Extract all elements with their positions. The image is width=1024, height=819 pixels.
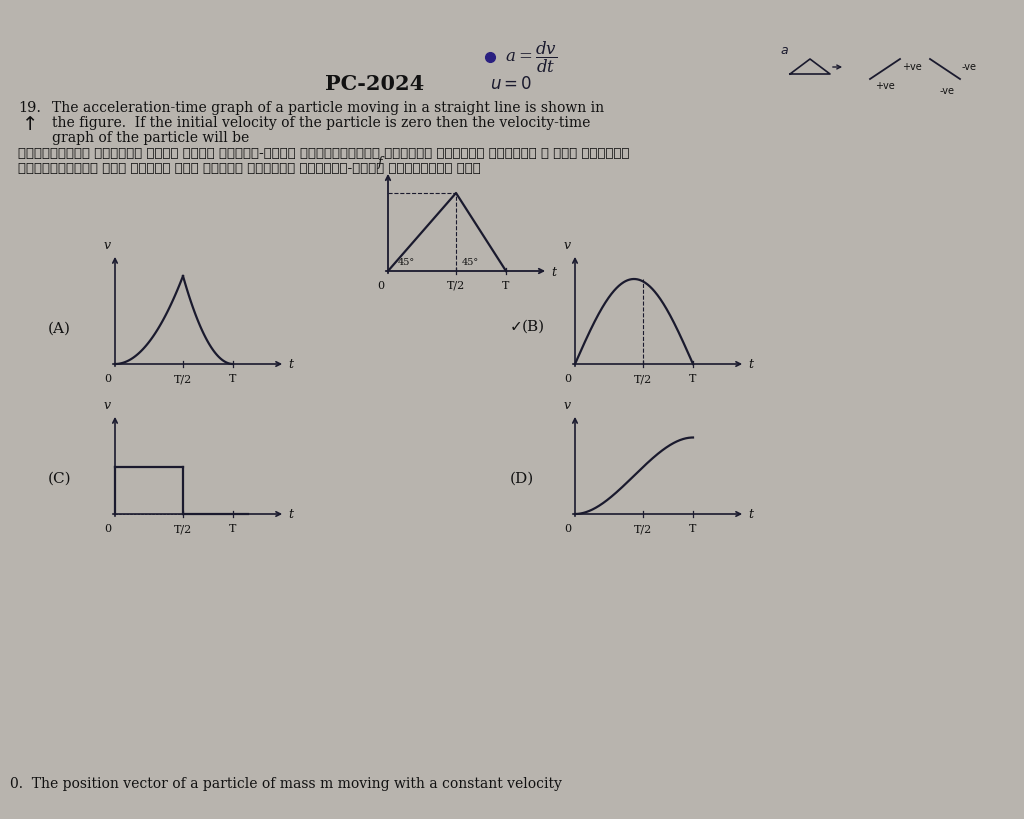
- Text: t: t: [748, 509, 753, 522]
- Text: (A): (A): [48, 322, 71, 336]
- Bar: [115, 467, 183, 514]
- Text: -ve: -ve: [940, 86, 955, 96]
- Text: t: t: [748, 359, 753, 372]
- Text: v: v: [563, 399, 570, 412]
- Text: (C): (C): [48, 472, 72, 486]
- Text: T: T: [229, 524, 237, 534]
- Text: t: t: [288, 509, 293, 522]
- Text: t: t: [288, 359, 293, 372]
- Text: +ve: +ve: [874, 81, 895, 91]
- Text: ✓: ✓: [510, 319, 522, 334]
- Text: প্রারন্তিক বেগ শূন্য হয় তাহলে কণাটির গতিবেগ-সময় লেখচিত্র হবে: প্রারন্তিক বেগ শূন্য হয় তাহলে কণাটির গত…: [18, 162, 480, 175]
- Text: 0: 0: [564, 374, 571, 384]
- Text: $u = 0$: $u = 0$: [490, 75, 532, 93]
- Text: 0: 0: [104, 374, 112, 384]
- Text: সরলরেখায় গতিশীল একটি কণার ত্বরণ-সময় লেখচিত্রটি চিত্রে দেখানো হয়েছে । যদি কণাট: সরলরেখায় গতিশীল একটি কণার ত্বরণ-সময় লে…: [18, 147, 630, 160]
- Text: +ve: +ve: [902, 62, 922, 72]
- Text: 45°: 45°: [398, 258, 415, 267]
- Text: 0.  The position vector of a particle of mass m moving with a constant velocity: 0. The position vector of a particle of …: [10, 777, 562, 791]
- Text: -ve: -ve: [962, 62, 977, 72]
- Text: T: T: [689, 374, 696, 384]
- Text: t: t: [551, 265, 556, 278]
- Text: ↑: ↑: [22, 115, 38, 133]
- Text: v: v: [563, 239, 570, 252]
- Text: T/2: T/2: [174, 524, 193, 534]
- Text: the figure.  If the initial velocity of the particle is zero then the velocity-t: the figure. If the initial velocity of t…: [52, 116, 591, 130]
- Text: 0: 0: [378, 281, 385, 291]
- Text: T: T: [689, 524, 696, 534]
- Text: $a = \dfrac{dv}{dt}$: $a = \dfrac{dv}{dt}$: [505, 39, 557, 75]
- Text: T/2: T/2: [446, 281, 465, 291]
- Text: graph of the particle will be: graph of the particle will be: [52, 131, 249, 145]
- Text: T/2: T/2: [634, 524, 652, 534]
- Text: 19.: 19.: [18, 101, 41, 115]
- Text: T: T: [503, 281, 510, 291]
- Text: v: v: [103, 239, 111, 252]
- Text: v: v: [103, 399, 111, 412]
- Text: PC-2024: PC-2024: [326, 74, 425, 94]
- Text: T/2: T/2: [174, 374, 193, 384]
- Text: 45°: 45°: [462, 258, 479, 267]
- Text: The acceleration-time graph of a particle moving in a straight line is shown in: The acceleration-time graph of a particl…: [52, 101, 604, 115]
- Text: (B): (B): [522, 320, 545, 334]
- Text: a: a: [780, 44, 787, 57]
- Text: f: f: [378, 156, 382, 169]
- Text: (D): (D): [510, 472, 535, 486]
- Text: T: T: [229, 374, 237, 384]
- Text: T/2: T/2: [634, 374, 652, 384]
- Text: 0: 0: [104, 524, 112, 534]
- Text: 0: 0: [564, 524, 571, 534]
